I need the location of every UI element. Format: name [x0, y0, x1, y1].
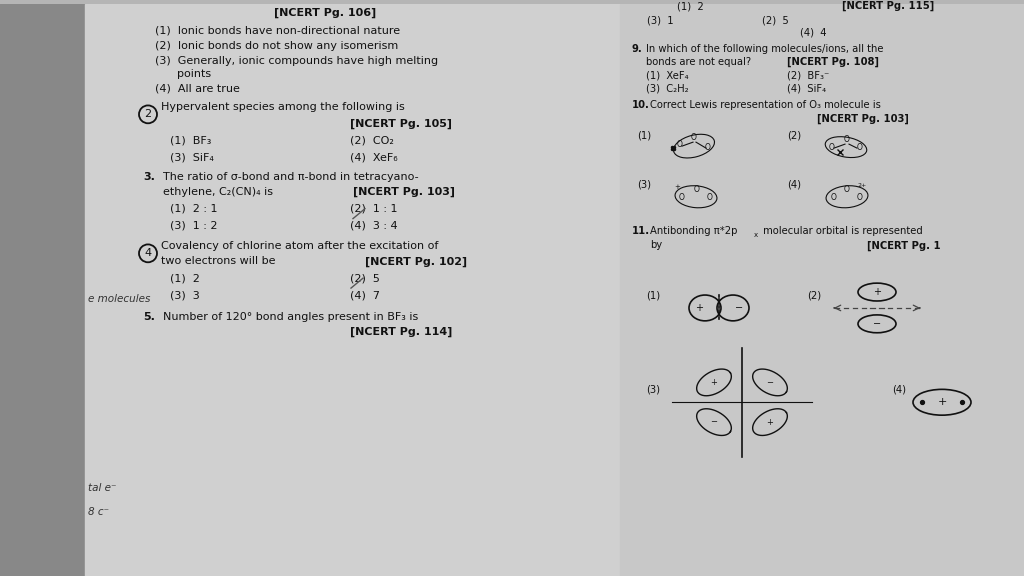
Text: (1)  Ionic bonds have non-directional nature: (1) Ionic bonds have non-directional nat… — [155, 26, 400, 36]
Text: (1): (1) — [637, 130, 651, 140]
Text: −: − — [711, 418, 718, 427]
Text: [NCERT Pg. 102]: [NCERT Pg. 102] — [365, 256, 467, 267]
Text: O: O — [844, 135, 850, 144]
Text: (2)  CO₂: (2) CO₂ — [350, 135, 394, 145]
Text: [NCERT Pg. 1: [NCERT Pg. 1 — [867, 240, 941, 251]
Text: x: x — [754, 233, 758, 238]
Text: O: O — [706, 143, 711, 152]
Text: molecular orbital is represented: molecular orbital is represented — [760, 226, 923, 237]
Text: +: + — [937, 397, 946, 407]
Text: O: O — [857, 143, 863, 152]
Text: 2: 2 — [144, 109, 152, 119]
Text: +: + — [767, 418, 773, 427]
Text: ethylene, C₂(CN)₄ is: ethylene, C₂(CN)₄ is — [163, 187, 273, 197]
Text: (1)  2 : 1: (1) 2 : 1 — [170, 204, 217, 214]
Text: (2)  5: (2) 5 — [762, 15, 788, 25]
Text: In which of the following molecules/ions, all the: In which of the following molecules/ions… — [646, 44, 884, 54]
Text: Covalency of chlorine atom after the excitation of: Covalency of chlorine atom after the exc… — [161, 241, 438, 251]
Text: bonds are not equal?: bonds are not equal? — [646, 56, 752, 67]
Text: +: + — [695, 303, 703, 313]
Text: O: O — [831, 193, 837, 202]
Text: (1)  XeF₄: (1) XeF₄ — [646, 71, 688, 81]
Text: Correct Lewis representation of O₃ molecule is: Correct Lewis representation of O₃ molec… — [650, 100, 881, 111]
Text: +: + — [674, 184, 680, 190]
Text: (3)  3: (3) 3 — [170, 290, 200, 300]
Text: [NCERT Pg. 103]: [NCERT Pg. 103] — [817, 113, 909, 124]
Text: O: O — [694, 185, 700, 194]
Text: +: + — [873, 287, 881, 297]
Text: Antibonding π*2p: Antibonding π*2p — [650, 226, 737, 237]
Text: (4)  3 : 4: (4) 3 : 4 — [350, 221, 397, 230]
Text: (4)  SiF₄: (4) SiF₄ — [787, 84, 826, 93]
Text: (2): (2) — [787, 130, 801, 140]
Text: by: by — [650, 240, 663, 251]
Text: Hypervalent species among the following is: Hypervalent species among the following … — [161, 103, 404, 112]
Text: (1): (1) — [646, 290, 660, 300]
Text: 11.: 11. — [632, 226, 650, 237]
Text: (3): (3) — [646, 384, 660, 395]
Text: (3)  SiF₄: (3) SiF₄ — [170, 152, 214, 162]
Text: O: O — [677, 140, 683, 149]
Bar — [620, 4, 1024, 576]
Text: (3)  Generally, ionic compounds have high melting: (3) Generally, ionic compounds have high… — [155, 56, 438, 66]
Text: (1)  2: (1) 2 — [170, 273, 200, 283]
Text: (2)  Ionic bonds do not show any isomerism: (2) Ionic bonds do not show any isomeris… — [155, 41, 398, 51]
Text: −: − — [735, 303, 743, 313]
Text: (4)  All are true: (4) All are true — [155, 84, 240, 93]
Text: O: O — [857, 193, 863, 202]
Text: 10.: 10. — [632, 100, 650, 111]
Text: (3)  1: (3) 1 — [647, 15, 674, 25]
Bar — [85, 4, 620, 576]
Text: 5.: 5. — [143, 312, 155, 322]
Text: 8 c⁻: 8 c⁻ — [88, 507, 110, 517]
Text: [NCERT Pg. 108]: [NCERT Pg. 108] — [787, 56, 879, 67]
Text: +: + — [711, 378, 718, 387]
Text: (1)  BF₃: (1) BF₃ — [170, 135, 211, 145]
Bar — [0, 4, 85, 576]
Text: (3)  1 : 2: (3) 1 : 2 — [170, 221, 217, 230]
Text: (4): (4) — [892, 384, 906, 395]
Text: (4): (4) — [787, 180, 801, 190]
Text: (2)  BF₃⁻: (2) BF₃⁻ — [787, 71, 829, 81]
Text: [NCERT Pg. 105]: [NCERT Pg. 105] — [350, 118, 452, 128]
Text: e molecules: e molecules — [88, 294, 151, 304]
Text: −: − — [767, 378, 773, 387]
Text: O: O — [829, 143, 835, 152]
Text: points: points — [177, 69, 211, 79]
Text: 9.: 9. — [632, 44, 643, 54]
Text: (1)  2: (1) 2 — [677, 1, 703, 11]
Text: (4)  4: (4) 4 — [800, 28, 826, 38]
Text: [NCERT Pg. 115]: [NCERT Pg. 115] — [842, 1, 934, 12]
Text: (4)  XeF₆: (4) XeF₆ — [350, 152, 397, 162]
Text: The ratio of σ-bond and π-bond in tetracyano-: The ratio of σ-bond and π-bond in tetrac… — [163, 172, 419, 182]
Text: O: O — [691, 133, 697, 142]
Text: (3): (3) — [637, 180, 651, 190]
Text: −: − — [872, 319, 881, 329]
Text: O: O — [679, 193, 685, 202]
Text: two electrons will be: two electrons will be — [161, 256, 275, 266]
Text: (3)  C₂H₂: (3) C₂H₂ — [646, 84, 688, 93]
Text: (2)  1 : 1: (2) 1 : 1 — [350, 204, 397, 214]
Text: 2+: 2+ — [857, 183, 866, 188]
Text: [NCERT Pg. 103]: [NCERT Pg. 103] — [353, 187, 455, 197]
Text: tal e⁻: tal e⁻ — [88, 483, 117, 492]
Text: O: O — [707, 193, 713, 202]
Text: (2): (2) — [807, 290, 821, 300]
Text: 4: 4 — [144, 248, 152, 259]
Text: O: O — [844, 185, 850, 194]
Text: [NCERT Pg. 106]: [NCERT Pg. 106] — [273, 8, 376, 18]
Text: Number of 120° bond angles present in BF₃ is: Number of 120° bond angles present in BF… — [163, 312, 418, 322]
Text: [NCERT Pg. 114]: [NCERT Pg. 114] — [350, 327, 453, 337]
Text: (4)  7: (4) 7 — [350, 290, 380, 300]
Text: (2)  5: (2) 5 — [350, 273, 380, 283]
Text: 3.: 3. — [143, 172, 155, 182]
